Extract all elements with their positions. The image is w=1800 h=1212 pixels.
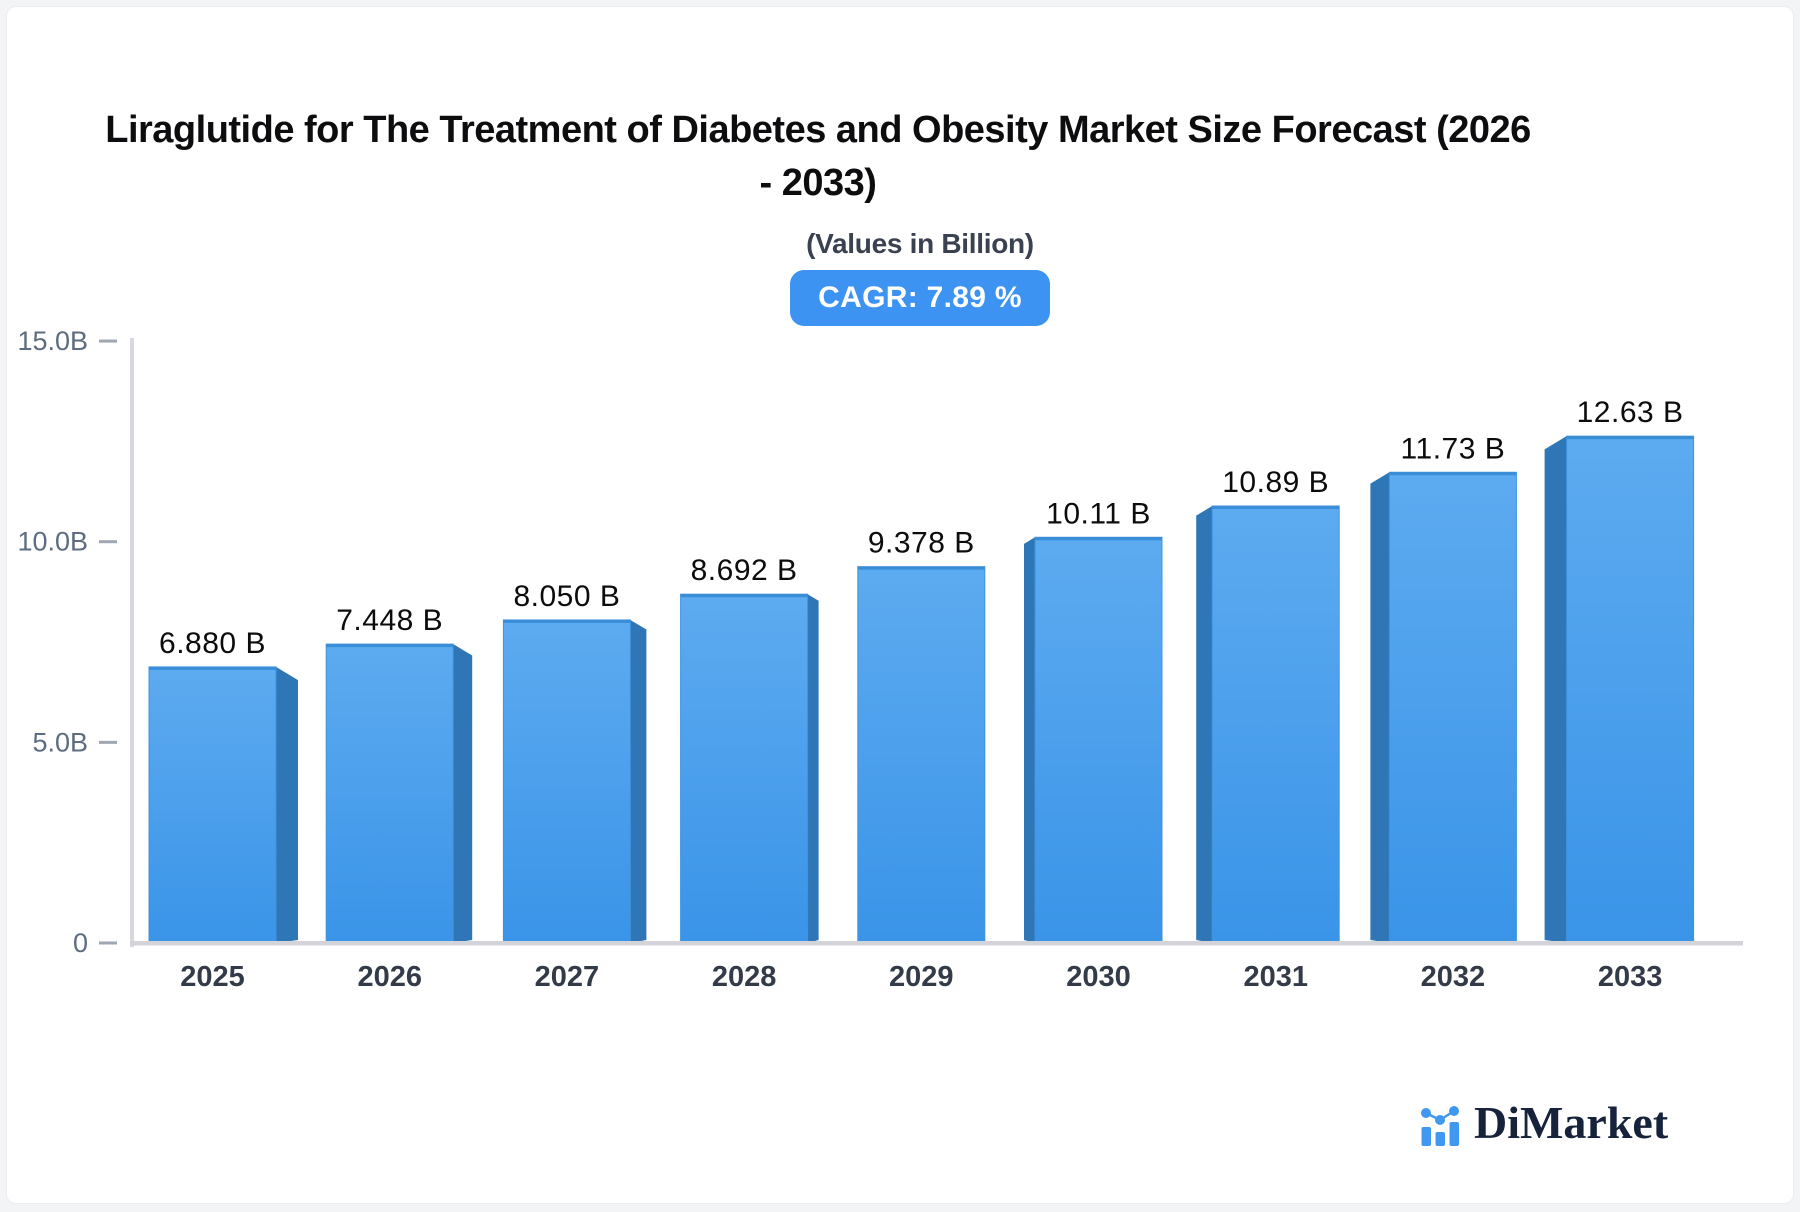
bar-side-2030 (1024, 537, 1035, 943)
bar-2032[interactable] (1388, 471, 1517, 944)
dimarket-logo-text: DiMarket (1474, 1097, 1669, 1148)
chart-title-line1: Liraglutide for The Treatment of Diabete… (105, 109, 1531, 151)
y-tick-label-5.0B: 5.0B (32, 727, 88, 757)
y-tick-0 (99, 941, 117, 945)
bar-side-2032 (1370, 472, 1390, 943)
value-label-2028: 8.692 B (691, 554, 798, 587)
x-label-2031: 2031 (1243, 961, 1308, 993)
value-label-2027: 8.050 B (513, 580, 620, 613)
cagr-badge: CAGR: 7.89 % (790, 270, 1050, 326)
x-label-2033: 2033 (1598, 961, 1663, 993)
bar-side-2025 (276, 666, 298, 943)
bar-group-2026 (325, 643, 473, 944)
bar-group-2027 (502, 619, 647, 944)
y-tick-label-15.0B: 15.0B (17, 326, 88, 356)
y-axis-line (130, 338, 134, 947)
bar-group-2030 (1024, 536, 1163, 944)
bar-2026[interactable] (325, 643, 454, 944)
bar-2025[interactable] (148, 666, 277, 944)
bar-2029[interactable] (857, 566, 986, 944)
y-tick-label-10.0B: 10.0B (17, 527, 88, 557)
bar-top-edge-2029 (857, 566, 985, 570)
bar-2030[interactable] (1034, 536, 1163, 944)
value-label-2033: 12.63 B (1577, 396, 1684, 429)
x-label-2025: 2025 (180, 961, 245, 993)
chart-title: Liraglutide for The Treatment of Diabete… (98, 104, 1538, 210)
y-tick-15.0B (99, 339, 117, 343)
bar-top-edge-2028 (680, 594, 808, 598)
bar-group-2032 (1370, 471, 1517, 944)
bar-side-2031 (1196, 505, 1213, 943)
bar-line-chart-icon (1421, 1106, 1459, 1146)
value-label-2026: 7.448 B (336, 604, 443, 637)
bar-top-edge-2031 (1212, 505, 1340, 509)
bar-top-edge-2027 (503, 619, 631, 623)
value-label-2030: 10.11 B (1046, 497, 1151, 530)
bar-group-2025 (148, 666, 298, 944)
y-tick-5.0B (99, 740, 117, 744)
x-label-2027: 2027 (535, 961, 600, 993)
value-label-2032: 11.73 B (1401, 432, 1506, 465)
value-label-2031: 10.89 B (1222, 466, 1329, 499)
bar-group-2029 (857, 566, 986, 944)
bar-side-2026 (453, 644, 473, 943)
x-label-2029: 2029 (889, 961, 954, 993)
dimarket-logo: DiMarket (1421, 1096, 1668, 1146)
bar-side-2028 (807, 594, 819, 943)
x-axis-baseline (130, 941, 1743, 946)
bar-group-2028 (680, 593, 819, 944)
bar-top-edge-2026 (326, 644, 454, 648)
value-label-2025: 6.880 B (159, 627, 266, 660)
bar-top-edge-2032 (1389, 472, 1517, 476)
bar-2027[interactable] (502, 619, 631, 944)
value-label-2029: 9.378 B (868, 527, 975, 560)
bar-2031[interactable] (1211, 505, 1340, 944)
x-label-2028: 2028 (712, 961, 777, 993)
bar-2028[interactable] (680, 593, 809, 944)
x-label-2030: 2030 (1066, 961, 1131, 993)
bar-group-2031 (1196, 505, 1340, 944)
chart-subtitle: (Values in Billion) (806, 228, 1034, 259)
bar-side-2027 (630, 619, 647, 943)
bar-top-edge-2030 (1035, 537, 1162, 541)
x-label-2032: 2032 (1421, 961, 1486, 993)
bar-top-edge-2033 (1566, 436, 1694, 440)
y-tick-10.0B (99, 540, 117, 544)
bar-2033[interactable] (1566, 435, 1695, 944)
x-label-2026: 2026 (357, 961, 422, 993)
bar-side-2033 (1544, 436, 1567, 943)
bar-top-edge-2025 (149, 666, 276, 670)
bar-group-2033 (1544, 435, 1695, 944)
y-tick-label-0: 0 (73, 928, 88, 958)
chart-title-line2: - 2033) (759, 162, 877, 204)
